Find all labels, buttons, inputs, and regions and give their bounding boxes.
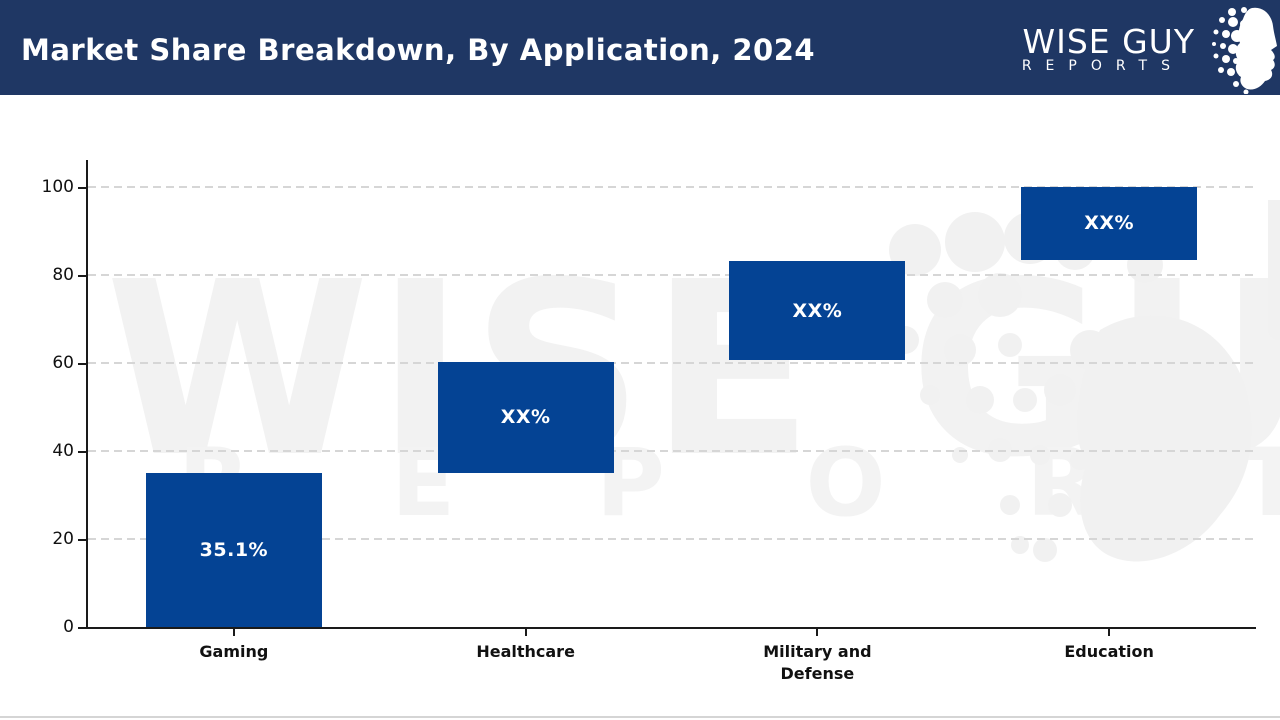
- logo-subtext: REPORTS: [1021, 58, 1184, 74]
- bar-text: XX%: [792, 299, 843, 322]
- gridline: [88, 274, 1255, 276]
- x-tick-mark: [524, 629, 527, 636]
- y-tick-mark: [78, 539, 86, 541]
- category-label-text: Military and Defense: [763, 642, 872, 683]
- category-label-text: Healthcare: [476, 642, 575, 661]
- y-tick-label-text: 100: [41, 177, 74, 197]
- x-axis-line: [86, 627, 1256, 629]
- y-tick-mark: [78, 187, 86, 189]
- category-label: Gaming: [154, 641, 314, 663]
- bar-text: XX%: [1084, 212, 1135, 235]
- header: Market Share Breakdown, By Application, …: [0, 0, 1280, 95]
- y-tick-label: 80: [14, 267, 74, 284]
- x-tick-mark: [816, 629, 819, 636]
- y-tick-label: 0: [14, 619, 74, 636]
- bar-text: 35.1%: [199, 538, 269, 561]
- category-label: Education: [1029, 641, 1189, 663]
- y-tick-mark: [78, 627, 86, 629]
- y-tick-mark: [78, 275, 86, 277]
- logo-head-icon: [1212, 7, 1277, 94]
- category-label-text: Gaming: [199, 642, 269, 661]
- brand-logo: WISE GUY REPORTS: [1022, 0, 1280, 95]
- gridline: [88, 538, 1255, 540]
- category-label: Healthcare: [446, 641, 606, 663]
- y-tick-label-text: 20: [52, 529, 74, 549]
- page-title: Market Share Breakdown, By Application, …: [21, 33, 816, 67]
- y-tick-label: 100: [14, 179, 74, 196]
- logo-wordmark: WISE GUY: [1022, 22, 1195, 61]
- bar: XX%: [1021, 187, 1198, 260]
- bar: XX%: [437, 361, 614, 473]
- bar-text: XX%: [500, 406, 551, 429]
- y-axis-line: [86, 160, 88, 629]
- bottom-border: [0, 716, 1280, 718]
- category-label-text: Education: [1064, 642, 1154, 661]
- y-tick-label-text: 80: [52, 265, 74, 285]
- bar: 35.1%: [145, 472, 322, 627]
- y-tick-label: 20: [14, 531, 74, 548]
- y-tick-mark: [78, 451, 86, 453]
- category-label: Military and Defense: [742, 641, 892, 684]
- gridline: [88, 186, 1255, 188]
- y-tick-label-text: 0: [63, 617, 74, 637]
- y-tick-label: 40: [14, 443, 74, 460]
- x-tick-mark: [1108, 629, 1111, 636]
- y-tick-label: 60: [14, 355, 74, 372]
- y-tick-label-text: 40: [52, 441, 74, 461]
- y-tick-label-text: 60: [52, 353, 74, 373]
- y-tick-mark: [78, 363, 86, 365]
- gridline: [88, 450, 1255, 452]
- gridline: [88, 362, 1255, 364]
- bar: XX%: [729, 260, 906, 361]
- x-tick-mark: [232, 629, 235, 636]
